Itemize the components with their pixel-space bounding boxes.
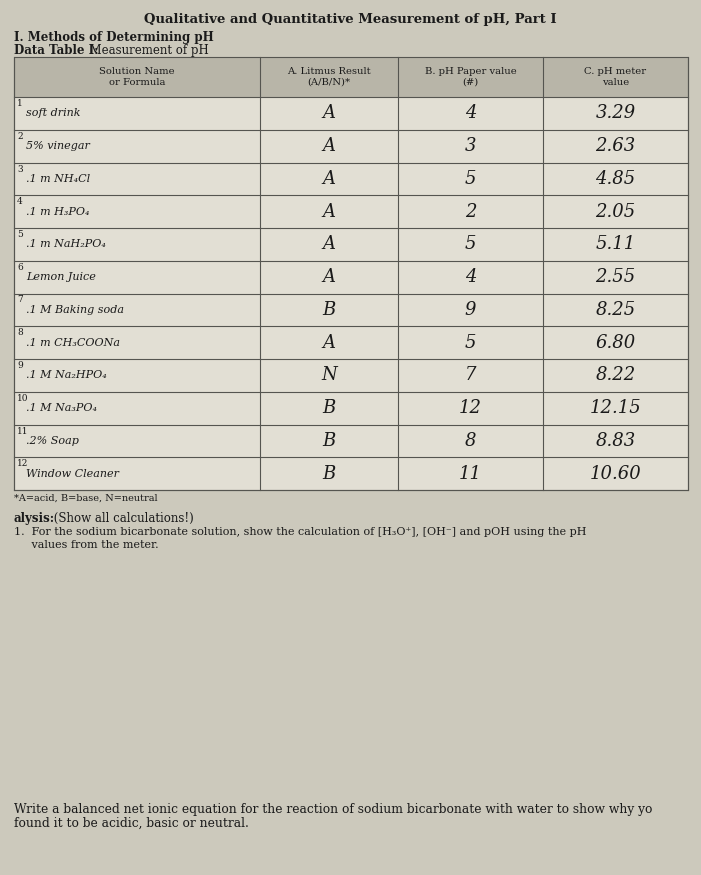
Text: B. pH Paper value
(#): B. pH Paper value (#) [425,67,517,87]
Text: .1 m CH₃COONa: .1 m CH₃COONa [26,338,120,347]
Text: 1: 1 [17,99,22,108]
Text: 2: 2 [17,132,22,141]
Text: A: A [322,104,336,123]
Text: A: A [322,333,336,352]
Text: A: A [322,203,336,220]
Text: B: B [322,432,336,450]
Text: I. Methods of Determining pH: I. Methods of Determining pH [14,31,214,44]
Text: 4: 4 [17,197,22,206]
Text: 2.05: 2.05 [595,203,636,220]
Text: 7: 7 [17,296,22,304]
Bar [14,57,688,490]
Text: values from the meter.: values from the meter. [14,540,158,550]
Text: B: B [322,465,336,483]
Text: 9: 9 [17,361,22,370]
Text: 11: 11 [459,465,482,483]
Text: .1 m NH₄Cl: .1 m NH₄Cl [26,174,90,184]
Text: 5.11: 5.11 [595,235,636,254]
Text: C. pH meter
value: C. pH meter value [585,67,646,87]
Text: A: A [322,137,336,155]
Text: (Show all calculations!): (Show all calculations!) [50,512,193,525]
Text: B: B [322,301,336,318]
Text: 8.25: 8.25 [595,301,636,318]
Text: 12: 12 [459,399,482,417]
Text: 3.29: 3.29 [595,104,636,123]
Bar [14,57,688,490]
Text: .1 m H₃PO₄: .1 m H₃PO₄ [26,206,90,217]
Text: 4: 4 [465,268,477,286]
Text: N: N [321,367,337,384]
Text: A: A [322,235,336,254]
Text: 12: 12 [17,459,28,468]
Text: found it to be acidic, basic or neutral.: found it to be acidic, basic or neutral. [14,817,249,830]
Text: Write a balanced net ionic equation for the reaction of sodium bicarbonate with : Write a balanced net ionic equation for … [14,803,653,816]
Text: 3: 3 [465,137,477,155]
Text: 7: 7 [465,367,477,384]
Text: 4: 4 [465,104,477,123]
Text: Qualitative and Quantitative Measurement of pH, Part I: Qualitative and Quantitative Measurement… [144,13,557,26]
Text: 10.60: 10.60 [590,465,641,483]
Text: 8.22: 8.22 [595,367,636,384]
Text: 2: 2 [465,203,477,220]
Text: A: A [322,268,336,286]
Text: 11: 11 [17,426,29,436]
Text: Lemon Juice: Lemon Juice [26,272,96,282]
Text: Measurement of pH: Measurement of pH [82,44,209,57]
Text: *A=acid, B=base, N=neutral: *A=acid, B=base, N=neutral [14,494,158,503]
Text: 8.83: 8.83 [595,432,636,450]
Text: 4.85: 4.85 [595,170,636,188]
Text: 5: 5 [17,230,23,239]
Text: B: B [322,399,336,417]
Text: 5: 5 [465,170,477,188]
Bar [14,57,688,97]
Text: 3: 3 [17,164,22,173]
Text: 1.  For the sodium bicarbonate solution, show the calculation of [H₃O⁺], [OH⁻] a: 1. For the sodium bicarbonate solution, … [14,527,587,537]
Text: 8: 8 [465,432,477,450]
Text: .1 M Na₂HPO₄: .1 M Na₂HPO₄ [26,370,107,381]
Text: alysis:: alysis: [14,512,55,525]
Text: 5% vinegar: 5% vinegar [26,141,90,151]
Text: 6.80: 6.80 [595,333,636,352]
Text: 12.15: 12.15 [590,399,641,417]
Text: 5: 5 [465,235,477,254]
Text: .1 m NaH₂PO₄: .1 m NaH₂PO₄ [26,240,106,249]
Text: Data Table I:: Data Table I: [14,44,99,57]
Text: 2.55: 2.55 [595,268,636,286]
Text: 6: 6 [17,262,22,272]
Text: .2% Soap: .2% Soap [26,436,79,446]
Text: Solution Name
or Formula: Solution Name or Formula [100,67,175,87]
Text: 9: 9 [465,301,477,318]
Text: 5: 5 [465,333,477,352]
Text: 10: 10 [17,394,29,402]
Text: A. Litmus Result
(A/B/N)*: A. Litmus Result (A/B/N)* [287,67,371,87]
Text: 8: 8 [17,328,22,337]
Text: .1 M Na₃PO₄: .1 M Na₃PO₄ [26,403,97,413]
Text: 2.63: 2.63 [595,137,636,155]
Text: .1 M Baking soda: .1 M Baking soda [26,304,124,315]
Text: A: A [322,170,336,188]
Text: soft drink: soft drink [26,108,81,118]
Text: Window Cleaner: Window Cleaner [26,469,119,479]
